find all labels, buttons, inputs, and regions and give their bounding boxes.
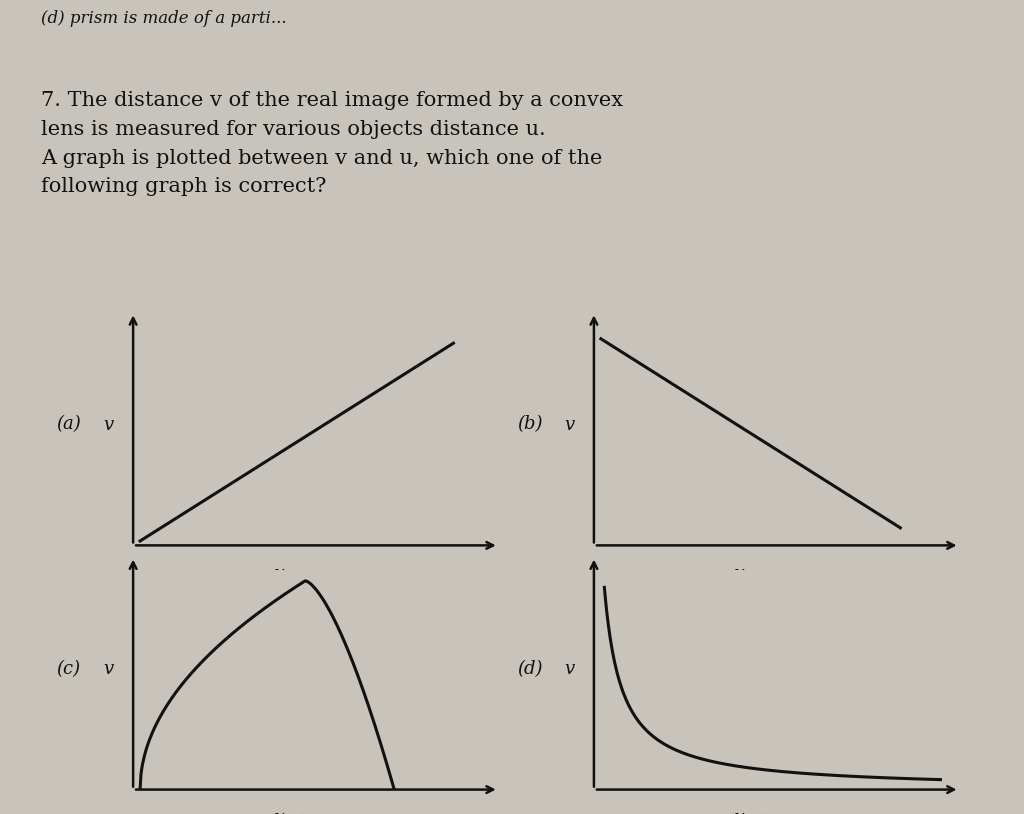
Text: v: v <box>564 659 574 678</box>
Text: 7. The distance v of the real image formed by a convex
lens is measured for vari: 7. The distance v of the real image form… <box>41 91 623 196</box>
Text: (b): (b) <box>517 415 543 434</box>
Text: v: v <box>103 659 114 678</box>
Text: u →: u → <box>273 809 306 814</box>
Text: (a): (a) <box>56 415 81 434</box>
Text: (c): (c) <box>56 659 81 678</box>
Text: u →: u → <box>734 809 767 814</box>
Text: (d): (d) <box>517 659 543 678</box>
Text: u →: u → <box>273 565 306 583</box>
Text: u →: u → <box>734 565 767 583</box>
Text: v: v <box>103 415 114 434</box>
Text: v: v <box>564 415 574 434</box>
Text: (d) prism is made of a parti...: (d) prism is made of a parti... <box>41 10 287 27</box>
